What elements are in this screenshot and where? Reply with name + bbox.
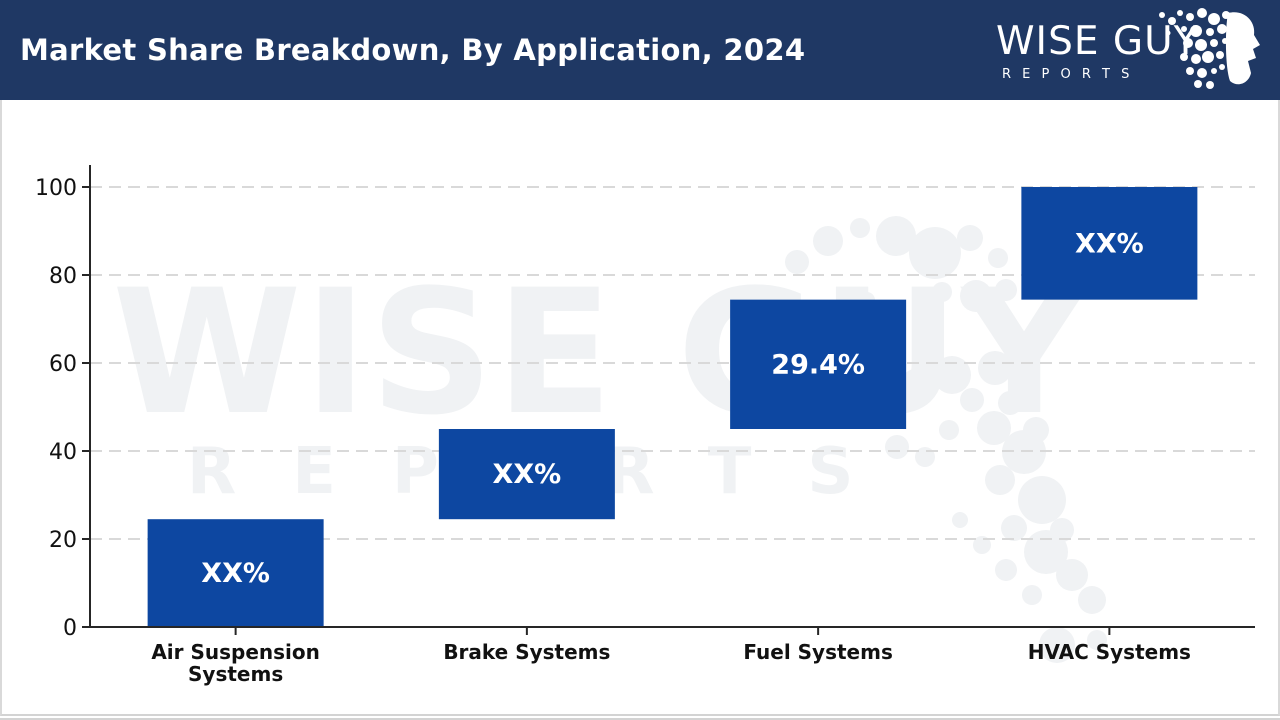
watermark-dot — [1078, 586, 1106, 614]
bar-fuel-systems — [730, 299, 907, 429]
watermark-dot — [1056, 559, 1088, 591]
watermark-dot — [1024, 530, 1068, 574]
watermark-dot — [1007, 361, 1029, 383]
watermark-dot — [1050, 518, 1074, 542]
logo-subtitle: R E P O R T S — [1002, 67, 1133, 82]
watermark-dot — [885, 435, 909, 459]
watermark-dot — [973, 536, 991, 554]
logo-head-dot — [1206, 28, 1214, 36]
y-tick-label-40: 40 — [49, 440, 77, 465]
waterfall-bar-chart: 0 20 40 60 80 100 XX% Air Suspension Systems XX% B… — [35, 165, 1255, 686]
logo-wordmark: WISE GUY — [996, 19, 1198, 64]
bar-value-label-fuel-systems: 29.4% — [771, 349, 865, 380]
watermark-dot — [850, 218, 870, 238]
logo-head-dot — [1181, 26, 1187, 32]
logo-head-dot — [1159, 12, 1165, 18]
watermark-dot — [912, 327, 928, 343]
watermark-dot — [939, 420, 959, 440]
logo-head-dot — [1206, 81, 1214, 89]
watermark-dot — [995, 279, 1017, 301]
logo-head-dot — [1208, 13, 1220, 25]
bar-value-label-air-suspension-systems: XX% — [201, 558, 270, 589]
watermark-dot — [960, 388, 984, 412]
x-category-label-air-suspension-systems: Air Suspension Systems — [151, 640, 320, 686]
logo-head-dot — [1222, 11, 1230, 19]
watermark-dot — [813, 226, 843, 256]
bar-brake-systems — [438, 429, 615, 520]
watermark-dot — [785, 250, 809, 274]
header-bar: Market Share Breakdown, By Application, … — [0, 0, 1280, 100]
logo-head-dot — [1190, 25, 1202, 37]
watermark-dot — [977, 411, 1011, 445]
wise-guy-reports-logo: WISE GUY R E P O R T S — [996, 8, 1260, 89]
watermark-dot — [957, 225, 983, 251]
logo-head-dot — [1222, 38, 1228, 44]
watermark-dot — [998, 391, 1022, 415]
logo-head-dot — [1183, 38, 1193, 48]
bar-air-suspension-systems — [147, 519, 324, 627]
watermark-dot — [960, 280, 992, 312]
x-category-label-hvac-systems: HVAC Systems — [1028, 640, 1191, 664]
y-tick-label-20: 20 — [49, 528, 77, 553]
bar-value-label-brake-systems: XX% — [493, 459, 562, 490]
dotted-head-icon — [1159, 8, 1260, 89]
logo-head-dot — [1186, 13, 1194, 21]
watermark-dot — [909, 227, 961, 279]
logo-head-dot — [1186, 67, 1194, 75]
logo-head-dot — [1180, 53, 1188, 61]
watermark-dot — [1001, 515, 1027, 541]
watermark-dot — [1087, 630, 1107, 650]
y-tick-label-100: 100 — [35, 176, 77, 201]
x-category-label-fuel-systems: Fuel Systems — [743, 640, 893, 664]
logo-head-dot — [1210, 39, 1218, 47]
watermark-dot — [933, 356, 971, 394]
watermark-dot — [1018, 476, 1066, 524]
logo-head-dot — [1191, 54, 1201, 64]
watermark-dot — [988, 248, 1008, 268]
y-tick-label-80: 80 — [49, 264, 77, 289]
logo-head-dot — [1197, 68, 1207, 78]
logo-head-dot — [1202, 51, 1214, 63]
logo-head-dot — [1165, 30, 1171, 36]
logo-head-dot — [1211, 68, 1217, 74]
logo-head-dot — [1194, 80, 1202, 88]
logo-head-dot — [1168, 17, 1176, 25]
logo-head-dot — [1197, 8, 1207, 18]
watermark-dot — [876, 216, 916, 256]
bar-value-label-hvac-systems: XX% — [1075, 228, 1144, 259]
watermark-dot — [995, 559, 1017, 581]
y-tick-label-60: 60 — [49, 352, 77, 377]
watermark-dot — [902, 369, 928, 395]
logo-head-dot — [1195, 39, 1207, 51]
logo-head-dot — [1177, 10, 1183, 16]
logo-head-dot — [1217, 24, 1227, 34]
logo-head-dot — [1216, 51, 1224, 59]
watermark-dot — [932, 282, 952, 302]
watermark-dot — [1022, 585, 1042, 605]
logo-head-dot — [1219, 64, 1225, 70]
footer-border — [0, 718, 1280, 720]
watermark-dot — [1039, 627, 1075, 663]
watermark-text-1: WISE GUY — [112, 252, 1089, 453]
page-title: Market Share Breakdown, By Application, … — [20, 33, 806, 67]
y-tick-label-0: 0 — [63, 616, 77, 641]
watermark-dot — [952, 512, 968, 528]
x-category-label-brake-systems: Brake Systems — [443, 640, 610, 664]
watermark-dots-head-icon — [785, 216, 1107, 663]
watermark-dot — [985, 465, 1015, 495]
bar-hvac-systems — [1021, 187, 1198, 300]
watermark-dot — [978, 351, 1012, 385]
